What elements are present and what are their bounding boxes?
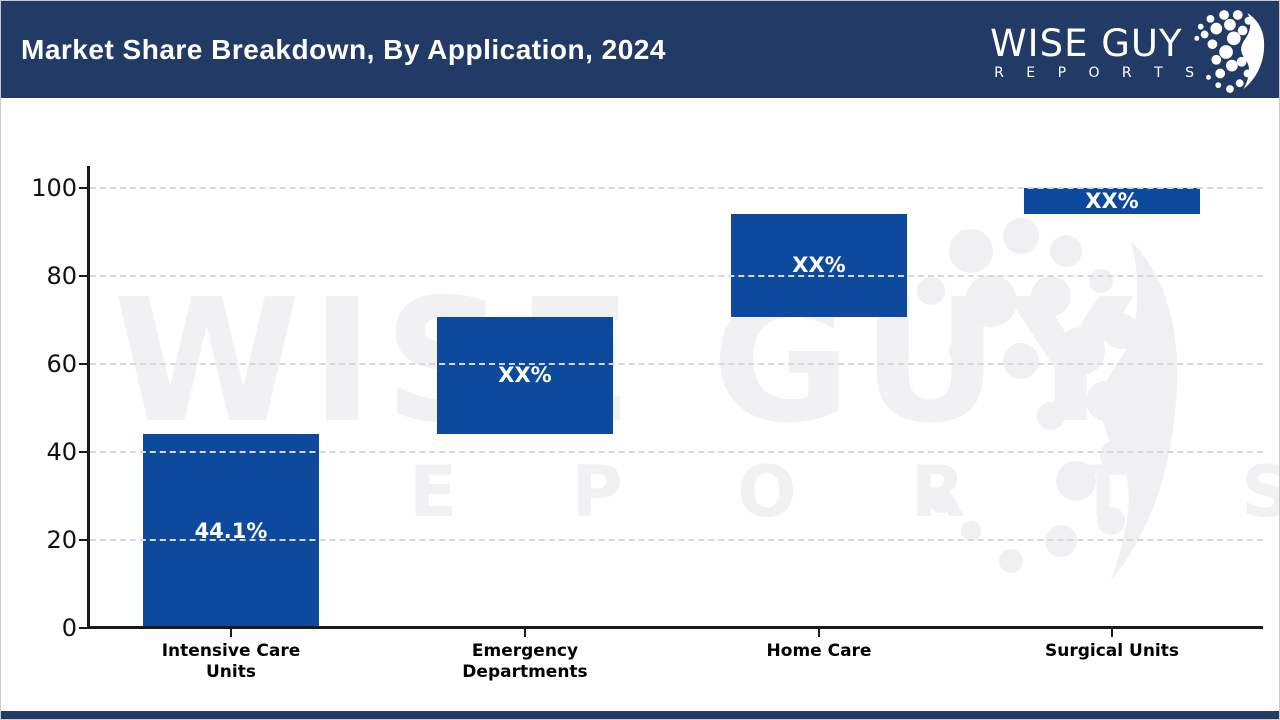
footer-bar <box>1 711 1279 719</box>
x-axis-line <box>87 626 1263 629</box>
watermark-face-dots <box>917 218 1178 581</box>
gridline-y-40 <box>90 451 1263 453</box>
logo-text-reports: R E P O R T S <box>994 64 1203 81</box>
page-title: Market Share Breakdown, By Application, … <box>21 33 666 65</box>
y-axis-tick-mark <box>79 627 88 629</box>
y-axis-tick-label: 0 <box>61 614 77 642</box>
x-axis-tick-mark <box>230 629 232 637</box>
bar-intensive-care-units <box>143 433 319 628</box>
y-axis-tick-mark <box>79 275 88 277</box>
bar-emergency-departments <box>437 316 613 434</box>
x-axis-tick-mark <box>524 629 526 637</box>
y-axis-tick-label: 80 <box>46 262 77 290</box>
bar-value-label: 44.1% <box>194 518 268 543</box>
logo-text-wiseguy: WISE GUY <box>990 21 1183 65</box>
gridline-y-20 <box>90 539 1263 541</box>
header-bar: Market Share Breakdown, By Application, … <box>1 1 1279 98</box>
y-axis-tick-label: 20 <box>46 526 77 554</box>
bar-surgical-units <box>1024 188 1200 214</box>
bar-value-label: XX% <box>498 363 552 388</box>
x-axis-category-label: Emergency Departments <box>462 641 588 682</box>
y-axis-line <box>87 166 90 629</box>
y-axis-tick-mark <box>79 187 88 189</box>
bar-value-label: XX% <box>1085 188 1139 213</box>
gridline-y-100 <box>90 187 1263 189</box>
bar-value-label: XX% <box>792 253 846 278</box>
x-axis-category-label: Home Care <box>766 641 872 661</box>
gridline-y-60 <box>90 363 1263 365</box>
logo-face-icon <box>1194 10 1265 93</box>
wise-guy-reports-logo: WISE GUY R E P O R T S <box>990 9 1267 95</box>
x-axis-category-label: Intensive Care Units <box>161 641 301 682</box>
y-axis-tick-mark <box>79 363 88 365</box>
gridline-y-80 <box>90 275 1263 277</box>
y-axis-tick-label: 60 <box>46 350 77 378</box>
bar-home-care <box>731 213 907 317</box>
y-axis-tick-mark <box>79 539 88 541</box>
y-axis-tick-label: 100 <box>31 174 77 202</box>
x-axis-tick-mark <box>1111 629 1113 637</box>
y-axis-tick-mark <box>79 451 88 453</box>
x-axis-category-label: Surgical Units <box>1045 641 1179 661</box>
x-axis-tick-mark <box>818 629 820 637</box>
y-axis-tick-label: 40 <box>46 438 77 466</box>
